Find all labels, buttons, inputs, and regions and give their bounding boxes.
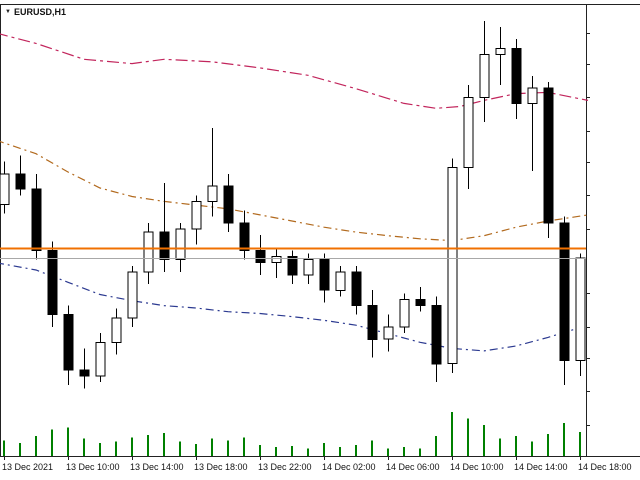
candle bbox=[511, 39, 522, 119]
candle bbox=[79, 348, 90, 389]
candle-body bbox=[15, 173, 26, 190]
dropdown-triangle-icon: ▼ bbox=[5, 9, 11, 15]
candle-body bbox=[495, 47, 506, 55]
lower-band-line bbox=[0, 262, 589, 352]
candle-body bbox=[239, 222, 250, 251]
candle bbox=[159, 183, 170, 272]
candle bbox=[143, 222, 154, 285]
time-axis-label: 14 Dec 10:00 bbox=[450, 462, 504, 472]
candle bbox=[463, 85, 474, 190]
candle-body bbox=[351, 271, 362, 307]
candle-body bbox=[0, 173, 10, 205]
candle bbox=[223, 173, 234, 233]
candle bbox=[111, 308, 122, 355]
candle-body bbox=[47, 249, 58, 316]
candle-body bbox=[191, 200, 202, 230]
candle-body bbox=[543, 87, 554, 224]
candle-body bbox=[431, 305, 442, 365]
candle bbox=[127, 265, 138, 327]
candle-body bbox=[463, 96, 474, 169]
candle bbox=[15, 155, 26, 196]
candle-body bbox=[271, 256, 282, 264]
candle bbox=[175, 222, 186, 272]
candle bbox=[431, 296, 442, 383]
price-axis-ticks bbox=[586, 33, 590, 426]
symbol-timeframe-text: EURUSD,H1 bbox=[13, 7, 66, 17]
time-axis-label: 13 Dec 2021 bbox=[2, 462, 54, 472]
candle bbox=[335, 265, 346, 297]
time-axis-label: 13 Dec 22:00 bbox=[258, 462, 312, 472]
chart-borders bbox=[0, 4, 640, 457]
time-axis-label: 13 Dec 10:00 bbox=[66, 462, 120, 472]
time-axis-label: 14 Dec 14:00 bbox=[514, 462, 568, 472]
candles bbox=[0, 20, 586, 389]
time-axis-label: 14 Dec 06:00 bbox=[386, 462, 440, 472]
candle-body bbox=[255, 249, 266, 264]
upper-band-line bbox=[0, 33, 589, 109]
time-axis-label: 13 Dec 18:00 bbox=[194, 462, 248, 472]
price-axis[interactable]: 1.132151.131651.131101.130551.130051.129… bbox=[586, 0, 640, 457]
candle-body bbox=[95, 341, 106, 377]
candle-body bbox=[31, 188, 42, 251]
candle-body bbox=[63, 314, 74, 371]
candle-body bbox=[319, 259, 330, 291]
candle bbox=[95, 333, 106, 383]
candle-body bbox=[303, 259, 314, 276]
candle-body bbox=[207, 185, 218, 202]
time-axis-ticks bbox=[4, 457, 581, 460]
candle-body bbox=[559, 222, 570, 362]
candle-body bbox=[223, 185, 234, 224]
candle-body bbox=[527, 87, 538, 104]
candle bbox=[495, 26, 506, 86]
candle-body bbox=[79, 369, 90, 377]
candle-body bbox=[287, 256, 298, 276]
candle bbox=[271, 247, 282, 278]
candle-body bbox=[159, 231, 170, 261]
time-axis-label: 14 Dec 02:00 bbox=[322, 462, 376, 472]
candle bbox=[527, 75, 538, 171]
candle bbox=[319, 253, 330, 303]
candle-body bbox=[143, 231, 154, 273]
candle-body bbox=[575, 257, 586, 362]
candle-body bbox=[415, 298, 426, 306]
chart-symbol-label: ▼ EURUSD,H1 bbox=[5, 7, 66, 17]
candle bbox=[191, 195, 202, 245]
candle bbox=[351, 265, 362, 315]
time-axis-label: 13 Dec 14:00 bbox=[130, 462, 184, 472]
candle bbox=[31, 173, 42, 260]
candle-body bbox=[367, 305, 378, 340]
candle-body bbox=[175, 228, 186, 261]
candle bbox=[559, 216, 570, 386]
candle-body bbox=[511, 47, 522, 104]
candle bbox=[207, 127, 218, 217]
candle bbox=[287, 250, 298, 285]
candle-body bbox=[335, 271, 346, 291]
candle-body bbox=[447, 167, 458, 365]
candle bbox=[575, 253, 586, 376]
candle-body bbox=[399, 298, 410, 328]
candle-body bbox=[127, 271, 138, 319]
candle bbox=[63, 305, 74, 386]
candle bbox=[367, 290, 378, 358]
candle bbox=[543, 82, 554, 239]
candle bbox=[415, 287, 426, 312]
candle bbox=[0, 161, 10, 214]
candle bbox=[255, 235, 266, 275]
candle bbox=[383, 314, 394, 352]
candle-body bbox=[383, 326, 394, 340]
candle-body bbox=[111, 317, 122, 343]
candle bbox=[479, 20, 490, 122]
middle-band-line bbox=[0, 140, 589, 242]
candle bbox=[47, 241, 58, 327]
candle bbox=[399, 293, 410, 334]
time-axis-label: 14 Dec 18:00 bbox=[578, 462, 632, 472]
candle-body bbox=[479, 53, 490, 98]
candle bbox=[239, 210, 250, 260]
candle bbox=[447, 158, 458, 373]
time-axis[interactable]: 13 Dec 2021 13 Dec 10:00 13 Dec 14:00 13 De… bbox=[0, 457, 640, 480]
volume-bars bbox=[3, 412, 581, 456]
